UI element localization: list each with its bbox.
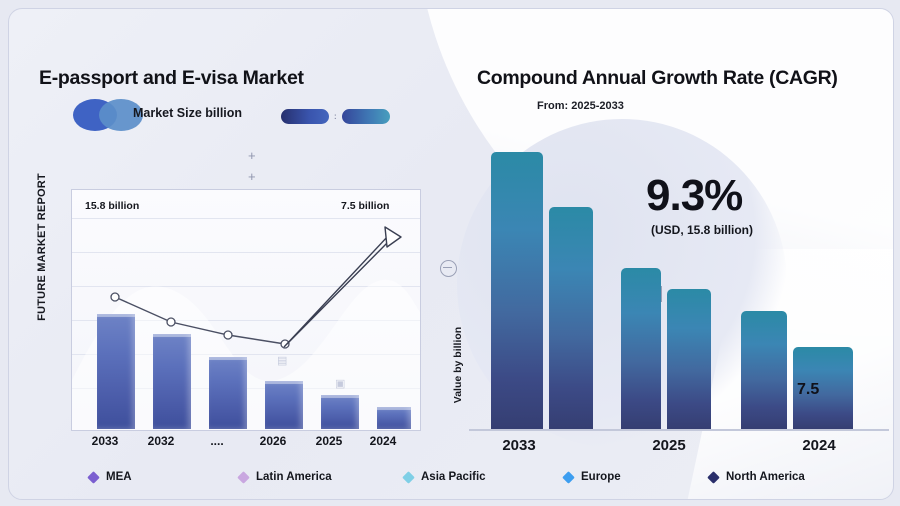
- page-title: E-passport and E-visa Market: [39, 67, 304, 89]
- faint-doc-icon-2: ▣: [335, 378, 346, 390]
- right-x-label-2025: 2025: [652, 437, 686, 454]
- x-label-2026: 2026: [259, 434, 287, 448]
- bar-2025-upper: [621, 268, 661, 429]
- bar-2024-lower: [793, 347, 853, 429]
- minus-circle-icon: [440, 260, 457, 277]
- legend-swatch-icon: [402, 470, 415, 484]
- left-chart-end-value-label: 7.5 billion: [341, 200, 390, 212]
- gradient-pill-group: :: [281, 109, 390, 124]
- bar-2025: [321, 395, 359, 429]
- legend-item-mea[interactable]: MEA: [87, 470, 239, 484]
- bar-2024-upper: [741, 311, 787, 429]
- legend-item-north-america[interactable]: North America: [707, 470, 805, 484]
- cagr-title: Compound Annual Growth Rate (CAGR): [477, 67, 838, 89]
- faint-doc-icon-1: ▤: [277, 355, 288, 367]
- right-x-label-2024: 2024: [802, 437, 836, 454]
- bar-2025-lower: [667, 289, 711, 429]
- bar-dots: [209, 357, 247, 429]
- x-label-2025: 2025: [315, 434, 343, 448]
- legend-label: North America: [726, 471, 805, 483]
- pill-separator: :: [334, 112, 337, 121]
- right-chart-y-axis-label: Value by billion: [452, 326, 464, 404]
- bar-2032: [153, 334, 191, 429]
- left-chart-start-value-label: 15.8 billion: [85, 200, 140, 212]
- left-chart-bars: [71, 189, 419, 429]
- legend-item-europe[interactable]: Europe: [562, 470, 709, 484]
- right-chart-baseline: [469, 429, 889, 431]
- cagr-note: (USD, 15.8 billion): [651, 223, 754, 237]
- legend-swatch-icon: [707, 470, 720, 484]
- legend-swatch-icon: [87, 470, 100, 484]
- x-label-2033: 2033: [91, 434, 119, 448]
- gradient-pill-primary: [281, 109, 329, 124]
- legend-swatch-icon: [562, 470, 575, 484]
- plus-icon-2: +: [248, 169, 256, 184]
- gradient-pill-secondary: [341, 109, 390, 124]
- legend-label: MEA: [106, 471, 132, 483]
- legend-swatch-icon: [237, 470, 250, 484]
- infographic-canvas: E-passport and E-visa Market Market Size…: [8, 8, 894, 500]
- market-size-legend-label: Market Size billion: [133, 106, 243, 120]
- market-size-venn-icon: [73, 99, 143, 131]
- bar-2026: [265, 381, 303, 429]
- legend-label: Asia Pacific: [421, 471, 486, 483]
- legend-label: Latin America: [256, 471, 332, 483]
- right-chart-bars: [469, 129, 889, 429]
- bar-2033-upper: [491, 152, 543, 429]
- legend-item-latin-america[interactable]: Latin America: [237, 470, 404, 484]
- cagr-value: 9.3%: [646, 171, 743, 220]
- bar-2033-lower: [549, 207, 593, 429]
- right-chart-value-label: 7.5: [797, 381, 820, 398]
- legend-item-asia-pacific[interactable]: Asia Pacific: [402, 470, 564, 484]
- legend: MEA Latin America Asia Pacific Europe No…: [87, 470, 829, 484]
- x-label-2024: 2024: [369, 434, 397, 448]
- left-chart-trend-line: [110, 226, 402, 349]
- legend-label: Europe: [581, 471, 621, 483]
- plus-icon-1: +: [248, 148, 256, 163]
- x-label-ellipsis: ....: [210, 434, 224, 448]
- cagr-subtitle: From: 2025-2033: [537, 100, 624, 112]
- bar-2024: [377, 407, 411, 429]
- left-chart-y-axis-label: FUTURE MARKET REPORT: [36, 173, 48, 321]
- right-x-label-2033: 2033: [502, 437, 536, 454]
- bar-2033: [97, 314, 135, 429]
- x-label-2032: 2032: [147, 434, 175, 448]
